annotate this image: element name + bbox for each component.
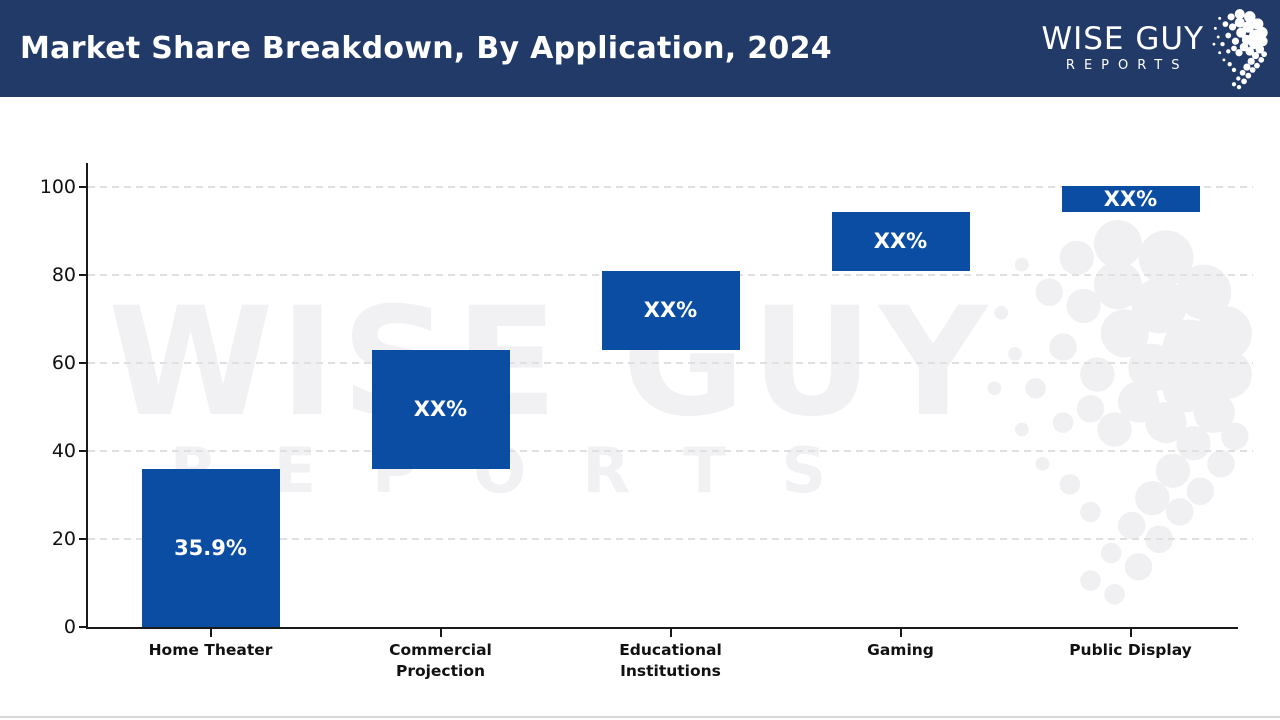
brand-subname: REPORTS: [1065, 58, 1189, 73]
y-tick-mark: [79, 362, 87, 364]
y-tick-label: 40: [51, 440, 76, 462]
bar-value-label: 35.9%: [174, 536, 247, 560]
brand-logo: WISE GUY REPORTS: [1041, 4, 1272, 90]
x-tick-label-commercial-projection: Commercial Projection: [389, 641, 492, 680]
x-tick-mark: [209, 629, 212, 637]
x-axis-line: [86, 627, 1238, 629]
bar-value-label: XX%: [873, 229, 928, 254]
x-tick-label-public-display: Public Display: [1069, 641, 1192, 659]
brand-logo-text: WISE GUY REPORTS: [1041, 21, 1204, 73]
y-tick-mark: [79, 626, 87, 628]
y-tick-label: 80: [51, 264, 76, 286]
y-tick-label: 100: [39, 176, 76, 198]
dotted-head-icon: [1212, 9, 1268, 90]
watermark-head-icon: [987, 220, 1252, 605]
bar-value-label: XX%: [1103, 187, 1158, 212]
header-bar: Market Share Breakdown, By Application, …: [0, 0, 1280, 97]
y-axis-line: [86, 163, 88, 629]
bottom-border-line: [0, 716, 1280, 718]
bar-educational-institutions: XX%: [601, 270, 740, 350]
x-tick-label-gaming: Gaming: [867, 641, 934, 659]
x-tick-mark: [669, 629, 672, 637]
x-tick-mark: [899, 629, 902, 637]
bar-home-theater: 35.9%: [141, 469, 280, 627]
bar-commercial-projection: XX%: [371, 349, 510, 470]
y-tick-mark: [79, 274, 87, 276]
bar-value-label: XX%: [643, 298, 698, 323]
x-tick-label-educational-institutions: Educational Institutions: [619, 641, 722, 680]
brand-name: WISE GUY: [1041, 21, 1204, 57]
bar-gaming: XX%: [831, 212, 970, 271]
y-tick-mark: [79, 450, 87, 452]
gridline-60: [88, 362, 1253, 364]
x-tick-mark: [439, 629, 442, 637]
x-tick-mark: [1129, 629, 1132, 637]
gridline-100: [88, 186, 1253, 188]
y-tick-label: 0: [63, 616, 76, 638]
gridline-40: [88, 450, 1253, 452]
y-tick-label: 20: [51, 528, 76, 550]
y-tick-label: 60: [51, 352, 76, 374]
page-title: Market Share Breakdown, By Application, …: [20, 31, 832, 66]
y-tick-mark: [79, 186, 87, 188]
gridline-20: [88, 538, 1253, 540]
bar-value-label: XX%: [413, 397, 468, 422]
y-tick-mark: [79, 538, 87, 540]
bar-public-display: XX%: [1061, 186, 1200, 213]
x-tick-label-home-theater: Home Theater: [148, 641, 273, 659]
